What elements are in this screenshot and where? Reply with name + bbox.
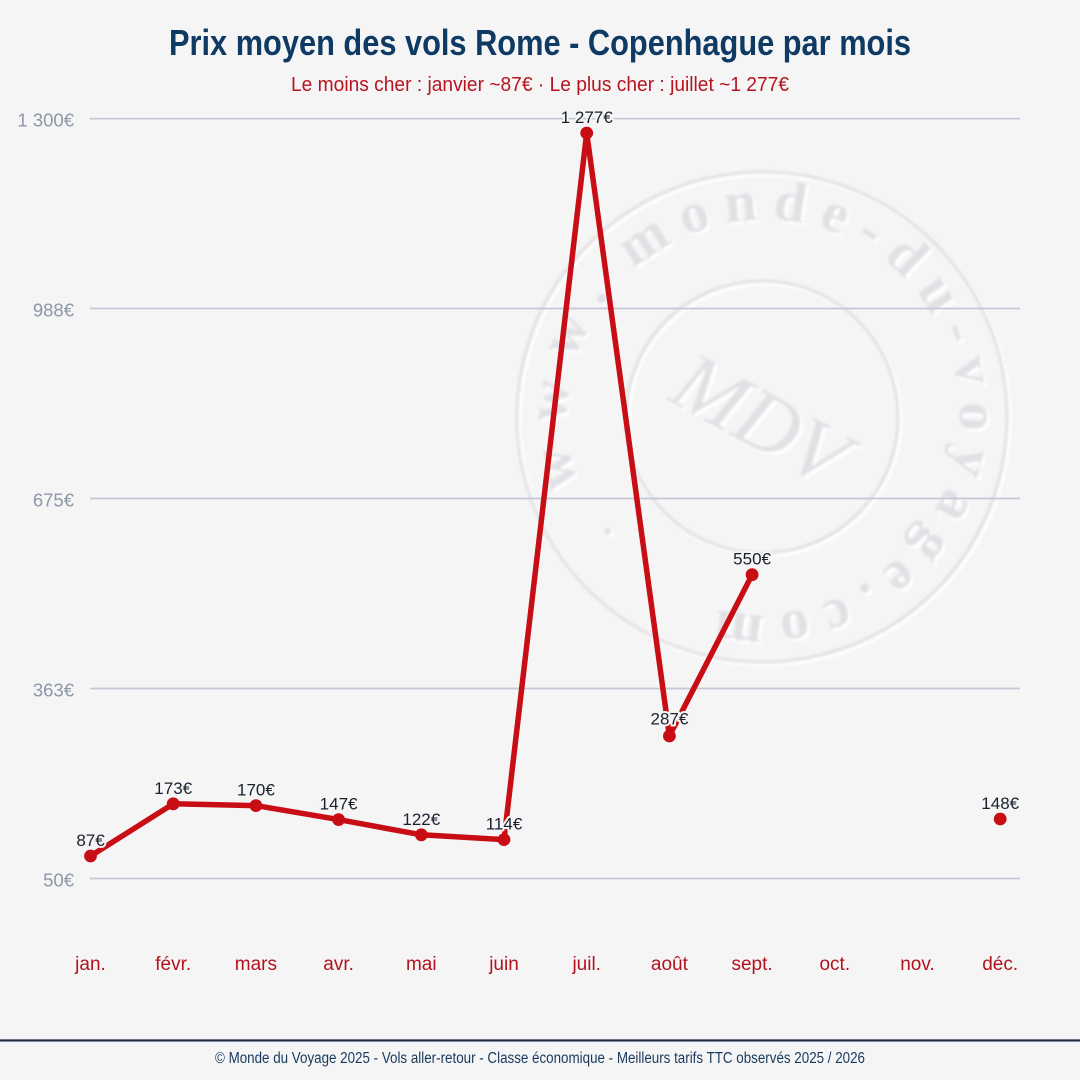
svg-text:114€: 114€ (486, 815, 523, 834)
svg-text:50€: 50€ (43, 870, 75, 891)
svg-text:déc.: déc. (982, 954, 1018, 975)
svg-text:jan.: jan. (74, 954, 106, 975)
svg-text:173€: 173€ (154, 779, 192, 798)
svg-text:Prix moyen des vols Rome - Cop: Prix moyen des vols Rome - Copenhague pa… (169, 22, 911, 63)
svg-text:févr.: févr. (155, 954, 191, 975)
svg-text:122€: 122€ (402, 810, 440, 829)
svg-text:mars: mars (235, 954, 277, 975)
svg-text:675€: 675€ (33, 490, 75, 511)
svg-text:© Monde du Voyage 2025 - Vols: © Monde du Voyage 2025 - Vols aller-reto… (215, 1050, 865, 1067)
svg-text:nov.: nov. (900, 954, 935, 975)
svg-text:363€: 363€ (33, 680, 75, 701)
svg-text:avr.: avr. (323, 954, 354, 975)
svg-text:1 300€: 1 300€ (17, 110, 74, 131)
svg-text:170€: 170€ (237, 781, 275, 800)
svg-text:Le moins cher : janvier ~87€ ·: Le moins cher : janvier ~87€ · Le plus c… (291, 74, 789, 96)
svg-text:988€: 988€ (33, 300, 75, 321)
svg-text:mai: mai (406, 954, 437, 975)
svg-text:147€: 147€ (320, 795, 358, 814)
svg-text:août: août (651, 954, 689, 975)
svg-text:287€: 287€ (650, 710, 688, 729)
svg-text:oct.: oct. (819, 954, 850, 975)
svg-text:juil.: juil. (571, 954, 601, 975)
svg-text:sept.: sept. (731, 954, 772, 975)
svg-text:148€: 148€ (981, 794, 1019, 813)
svg-text:87€: 87€ (76, 831, 105, 850)
svg-text:juin: juin (488, 954, 519, 975)
svg-text:1 277€: 1 277€ (561, 108, 614, 127)
svg-text:550€: 550€ (733, 550, 771, 569)
